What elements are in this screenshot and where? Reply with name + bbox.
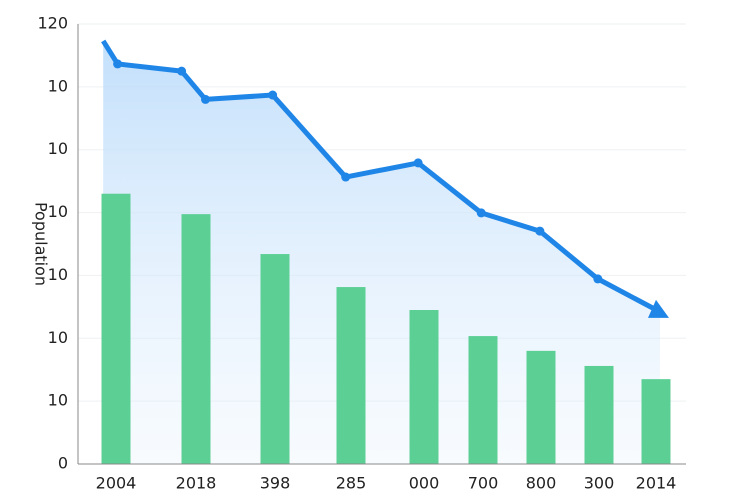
y-tick-label: 10: [48, 391, 68, 410]
line-point: [177, 66, 187, 76]
line-point: [593, 274, 603, 284]
bar: [584, 365, 614, 464]
y-axis-label: Population: [32, 202, 51, 286]
y-tick-label: 120: [37, 14, 68, 33]
y-tick-label: 10: [48, 202, 68, 221]
y-tick-label: 0: [58, 454, 68, 473]
line-point: [341, 172, 351, 182]
line-point: [200, 94, 210, 104]
x-tick-label: 398: [260, 474, 291, 493]
y-tick-label: 10: [48, 76, 68, 95]
x-tick-label: 000: [409, 474, 440, 493]
line-point: [476, 208, 486, 218]
bar: [526, 350, 556, 464]
line-arrow: [647, 299, 669, 318]
bar: [468, 336, 498, 464]
line-point: [268, 90, 278, 100]
x-tick-label: 2014: [636, 474, 677, 493]
x-tick-label: 700: [468, 474, 499, 493]
line-area: [103, 40, 660, 464]
x-tick-label: 2018: [176, 474, 217, 493]
y-tick-label: 10: [48, 328, 68, 347]
bar: [409, 310, 439, 464]
bar: [641, 379, 671, 464]
bar: [101, 193, 131, 464]
x-tick-label: 2004: [96, 474, 137, 493]
line-point: [113, 59, 123, 69]
x-tick-label: 285: [336, 474, 367, 493]
x-tick-label: 300: [584, 474, 615, 493]
line-point: [535, 226, 545, 236]
y-tick-label: 10: [48, 265, 68, 284]
x-tick-label: 800: [526, 474, 557, 493]
y-tick-label: 10: [48, 139, 68, 158]
bar: [336, 287, 366, 464]
bar: [181, 214, 211, 464]
line-point: [413, 158, 423, 168]
bar: [260, 254, 290, 464]
